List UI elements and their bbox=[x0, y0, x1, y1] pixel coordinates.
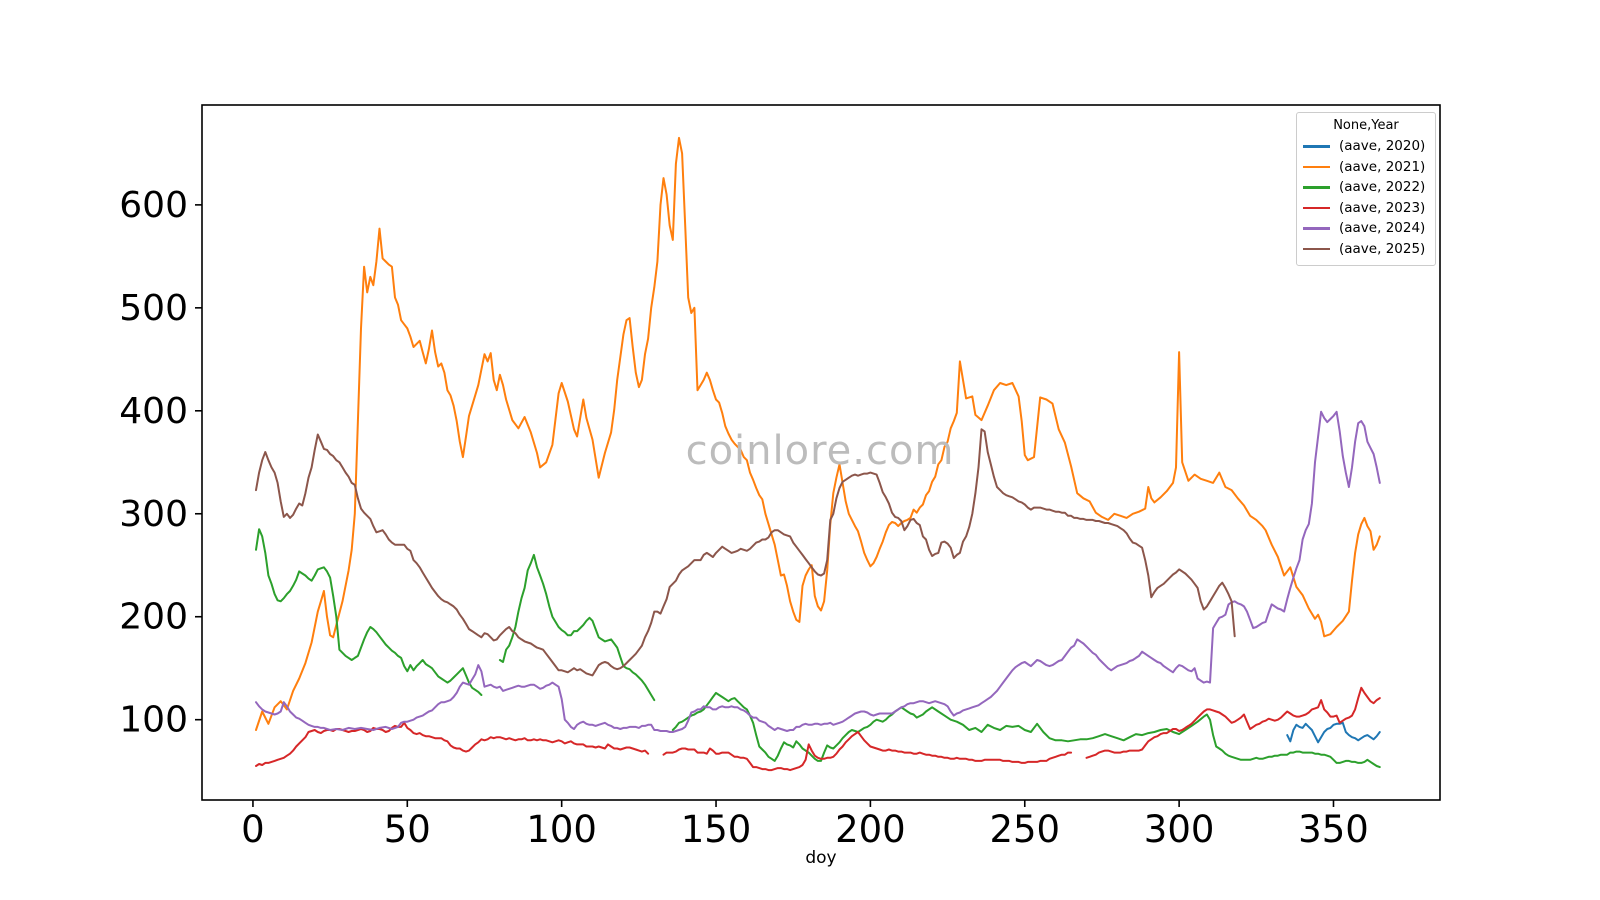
legend-items: (aave, 2020) (aave, 2021) (aave, 2022) (aav… bbox=[1303, 136, 1429, 259]
legend: None,Year (aave, 2020) (aave, 2021) (aave,… bbox=[1296, 112, 1436, 266]
legend-swatch bbox=[1303, 186, 1330, 189]
series-line bbox=[671, 691, 1381, 769]
legend-swatch bbox=[1303, 165, 1330, 168]
y-tick-label: 400 bbox=[119, 391, 188, 432]
series-line bbox=[498, 553, 656, 702]
series-line bbox=[662, 731, 1073, 772]
legend-swatch bbox=[1303, 247, 1330, 250]
series-line bbox=[255, 410, 1381, 733]
watermark: coinlore.com bbox=[685, 428, 955, 474]
y-tick-label: 300 bbox=[119, 494, 188, 535]
legend-label: (aave, 2023) bbox=[1339, 199, 1426, 216]
legend-item: (aave, 2020) bbox=[1303, 136, 1429, 157]
y-tick-label: 600 bbox=[119, 185, 188, 226]
legend-item: (aave, 2021) bbox=[1303, 157, 1429, 178]
legend-label: (aave, 2025) bbox=[1339, 240, 1426, 257]
legend-title: None,Year bbox=[1333, 118, 1399, 133]
x-tick-label: 150 bbox=[681, 808, 752, 851]
x-tick-label: 300 bbox=[1144, 808, 1215, 851]
y-tick-label: 100 bbox=[119, 700, 188, 741]
legend-item: (aave, 2023) bbox=[1303, 198, 1429, 219]
legend-label: (aave, 2020) bbox=[1339, 138, 1426, 155]
x-axis-label: doy bbox=[805, 848, 837, 868]
series-line bbox=[1286, 721, 1381, 744]
legend-item: (aave, 2024) bbox=[1303, 218, 1429, 239]
x-tick-label: 250 bbox=[989, 808, 1060, 851]
legend-item: (aave, 2022) bbox=[1303, 177, 1429, 198]
legend-swatch bbox=[1303, 227, 1330, 230]
x-tick-label: 100 bbox=[526, 808, 597, 851]
series-line bbox=[255, 528, 483, 696]
x-tick-label: 200 bbox=[835, 808, 906, 851]
x-tick-label: 350 bbox=[1298, 808, 1369, 851]
plot-border bbox=[201, 104, 1441, 801]
y-tick-label: 500 bbox=[119, 288, 188, 329]
x-tick-label: 0 bbox=[241, 808, 265, 851]
legend-label: (aave, 2024) bbox=[1339, 220, 1426, 237]
series-line bbox=[255, 428, 1236, 677]
legend-label: (aave, 2021) bbox=[1339, 158, 1426, 175]
legend-label: (aave, 2022) bbox=[1339, 179, 1426, 196]
y-tick-label: 200 bbox=[119, 597, 188, 638]
legend-swatch bbox=[1303, 145, 1330, 148]
legend-swatch bbox=[1303, 206, 1330, 209]
series-line bbox=[255, 721, 650, 767]
series-line bbox=[1085, 686, 1381, 759]
x-tick-label: 50 bbox=[384, 808, 431, 851]
legend-item: (aave, 2025) bbox=[1303, 239, 1429, 260]
series-line bbox=[255, 136, 1381, 731]
